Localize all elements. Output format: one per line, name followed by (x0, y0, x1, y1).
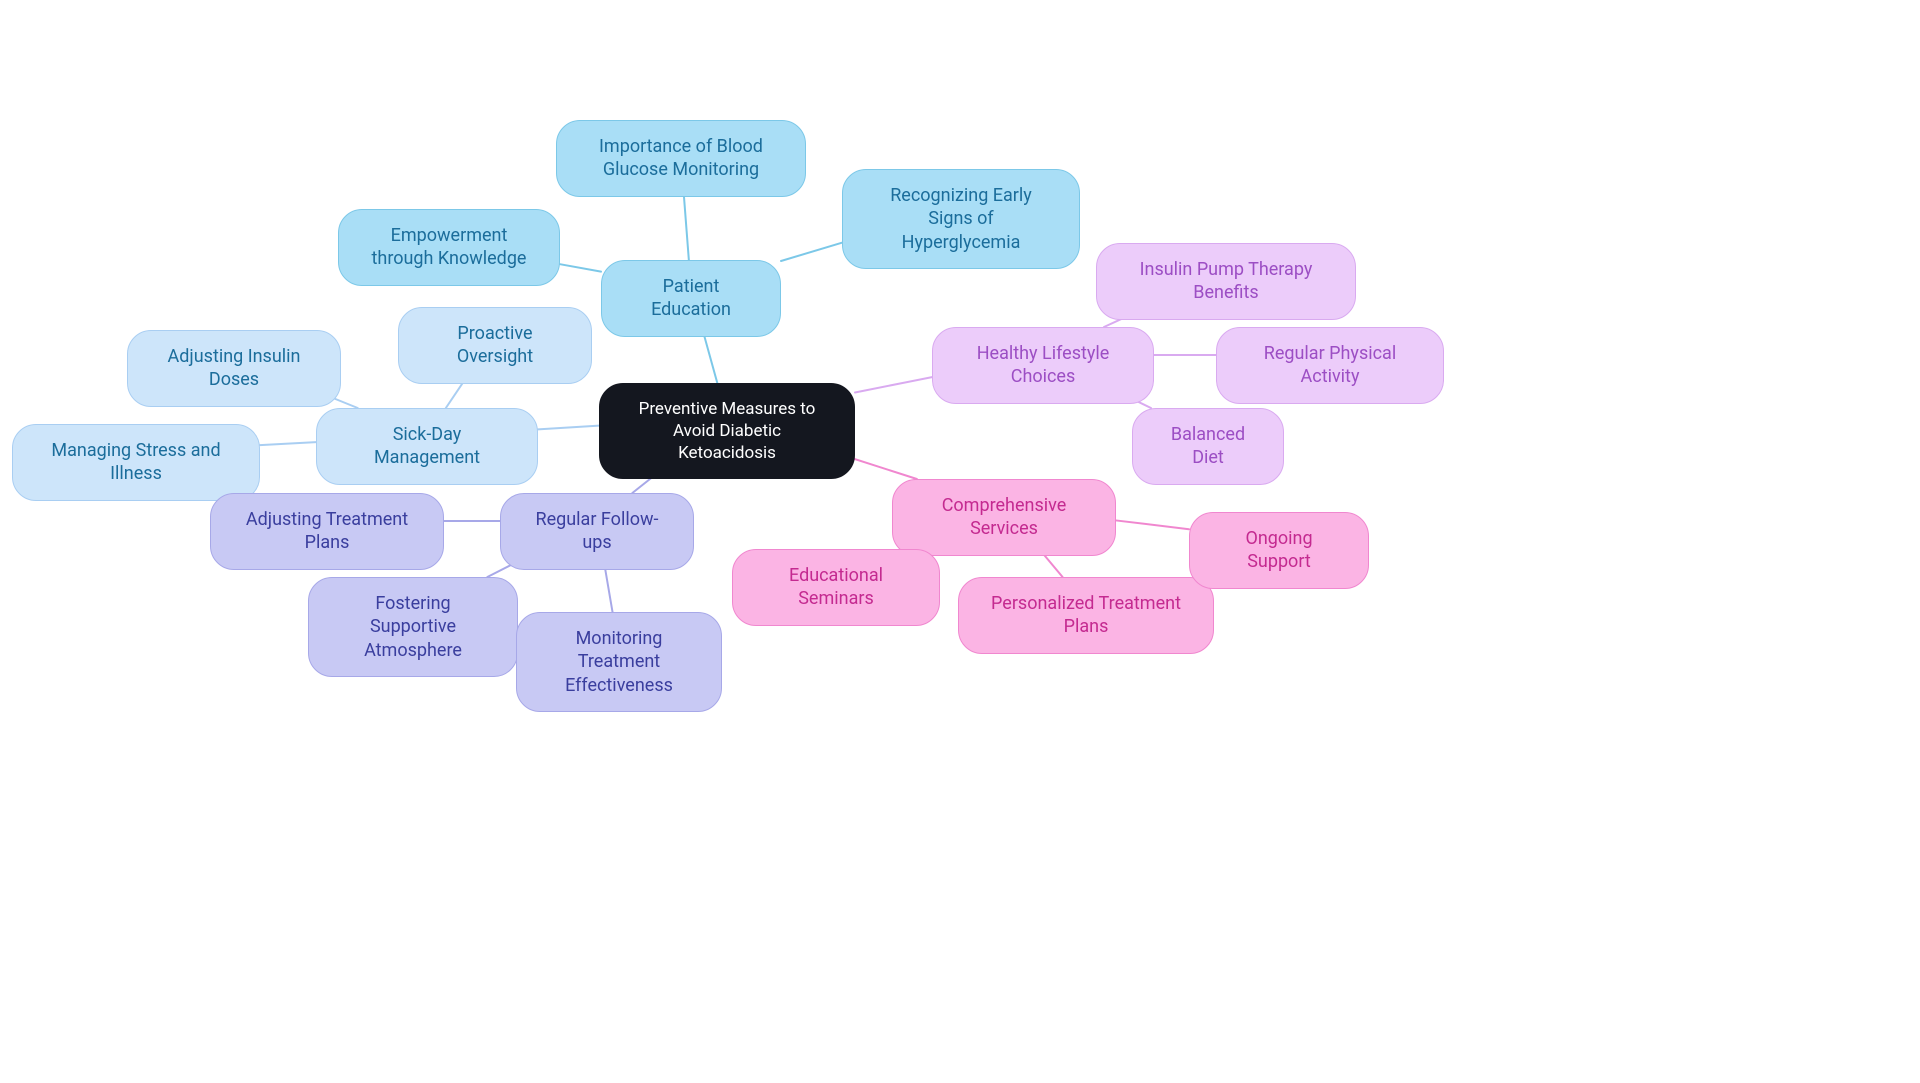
node-label: Educational Seminars (757, 564, 915, 611)
node-label: Healthy Lifestyle Choices (957, 342, 1129, 389)
node-comprehensive: Comprehensive Services (892, 479, 1116, 556)
node-label: Insulin Pump Therapy Benefits (1121, 258, 1331, 305)
edge (560, 264, 601, 271)
node-adjust-insulin: Adjusting Insulin Doses (127, 330, 341, 407)
edge (1116, 520, 1189, 529)
node-label: Patient Education (626, 275, 756, 322)
node-lifestyle: Healthy Lifestyle Choices (932, 327, 1154, 404)
node-label: Regular Follow-ups (525, 508, 669, 555)
edge (855, 377, 932, 392)
node-label: Sick-Day Management (341, 423, 513, 470)
node-edu-seminars: Educational Seminars (732, 549, 940, 626)
edge (260, 442, 316, 445)
node-label: Balanced Diet (1157, 423, 1259, 470)
node-sick-day: Sick-Day Management (316, 408, 538, 485)
node-insulin-pump: Insulin Pump Therapy Benefits (1096, 243, 1356, 320)
edge (538, 426, 599, 430)
node-stress-illness: Managing Stress and Illness (12, 424, 260, 501)
node-label: Empowerment through Knowledge (363, 224, 535, 271)
node-label: Proactive Oversight (423, 322, 567, 369)
node-label: Personalized Treatment Plans (983, 592, 1189, 639)
node-patient-education: Patient Education (601, 260, 781, 337)
node-label: Recognizing Early Signs of Hyperglycemia (867, 184, 1055, 254)
node-label: Managing Stress and Illness (37, 439, 235, 486)
node-label: Adjusting Insulin Doses (152, 345, 316, 392)
node-proactive: Proactive Oversight (398, 307, 592, 384)
node-personalized: Personalized Treatment Plans (958, 577, 1214, 654)
node-supportive-atmos: Fostering Supportive Atmosphere (308, 577, 518, 677)
node-label: Monitoring Treatment Effectiveness (541, 627, 697, 697)
node-root: Preventive Measures to Avoid Diabetic Ke… (599, 383, 855, 479)
node-adjust-treatment: Adjusting Treatment Plans (210, 493, 444, 570)
node-early-signs: Recognizing Early Signs of Hyperglycemia (842, 169, 1080, 269)
edge (781, 243, 842, 261)
edge (684, 196, 689, 260)
node-physical-activity: Regular Physical Activity (1216, 327, 1444, 404)
node-blood-glucose: Importance of Blood Glucose Monitoring (556, 120, 806, 197)
node-label: Importance of Blood Glucose Monitoring (581, 135, 781, 182)
node-ongoing-support: Ongoing Support (1189, 512, 1369, 589)
node-label: Fostering Supportive Atmosphere (333, 592, 493, 662)
node-label: Adjusting Treatment Plans (235, 508, 419, 555)
node-monitor-effectiveness: Monitoring Treatment Effectiveness (516, 612, 722, 712)
node-balanced-diet: Balanced Diet (1132, 408, 1284, 485)
node-emp-knowledge: Empowerment through Knowledge (338, 209, 560, 286)
node-followups: Regular Follow-ups (500, 493, 694, 570)
node-label: Preventive Measures to Avoid Diabetic Ke… (624, 398, 830, 464)
node-label: Regular Physical Activity (1241, 342, 1419, 389)
node-label: Comprehensive Services (917, 494, 1091, 541)
node-label: Ongoing Support (1214, 527, 1344, 574)
